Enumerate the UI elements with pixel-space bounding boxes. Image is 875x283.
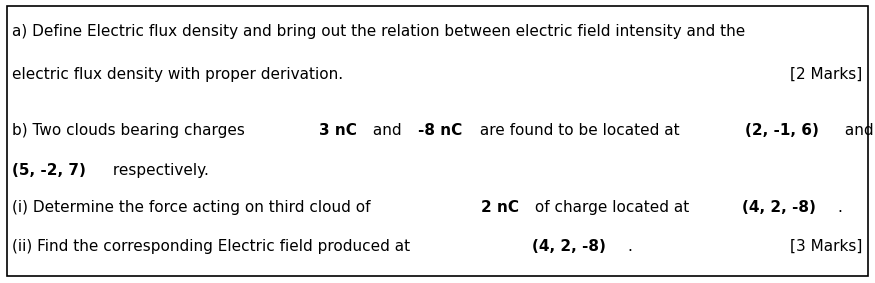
Text: 3 nC: 3 nC (319, 123, 357, 138)
Text: (2, -1, 6): (2, -1, 6) (745, 123, 819, 138)
Text: are found to be located at: are found to be located at (474, 123, 684, 138)
Text: and: and (840, 123, 874, 138)
Text: of charge located at: of charge located at (530, 200, 694, 215)
Text: (i) Determine the force acting on third cloud of: (i) Determine the force acting on third … (12, 200, 375, 215)
Text: (5, -2, 7): (5, -2, 7) (12, 163, 86, 178)
Text: [3 Marks]: [3 Marks] (790, 239, 863, 254)
Text: [2 Marks]: [2 Marks] (790, 67, 863, 82)
Text: and: and (368, 123, 406, 138)
Text: b) Two clouds bearing charges: b) Two clouds bearing charges (12, 123, 250, 138)
Text: (ii) Find the corresponding Electric field produced at: (ii) Find the corresponding Electric fie… (12, 239, 416, 254)
Text: (4, 2, -8): (4, 2, -8) (742, 200, 816, 215)
Text: .: . (837, 200, 842, 215)
Text: (4, 2, -8): (4, 2, -8) (532, 239, 606, 254)
Text: 2 nC: 2 nC (481, 200, 519, 215)
Text: respectively.: respectively. (108, 163, 208, 178)
Text: a) Define Electric flux density and bring out the relation between electric fiel: a) Define Electric flux density and brin… (12, 24, 746, 39)
Text: .: . (627, 239, 633, 254)
FancyBboxPatch shape (7, 6, 868, 276)
Text: electric flux density with proper derivation.: electric flux density with proper deriva… (12, 67, 343, 82)
Text: -8 nC: -8 nC (417, 123, 462, 138)
